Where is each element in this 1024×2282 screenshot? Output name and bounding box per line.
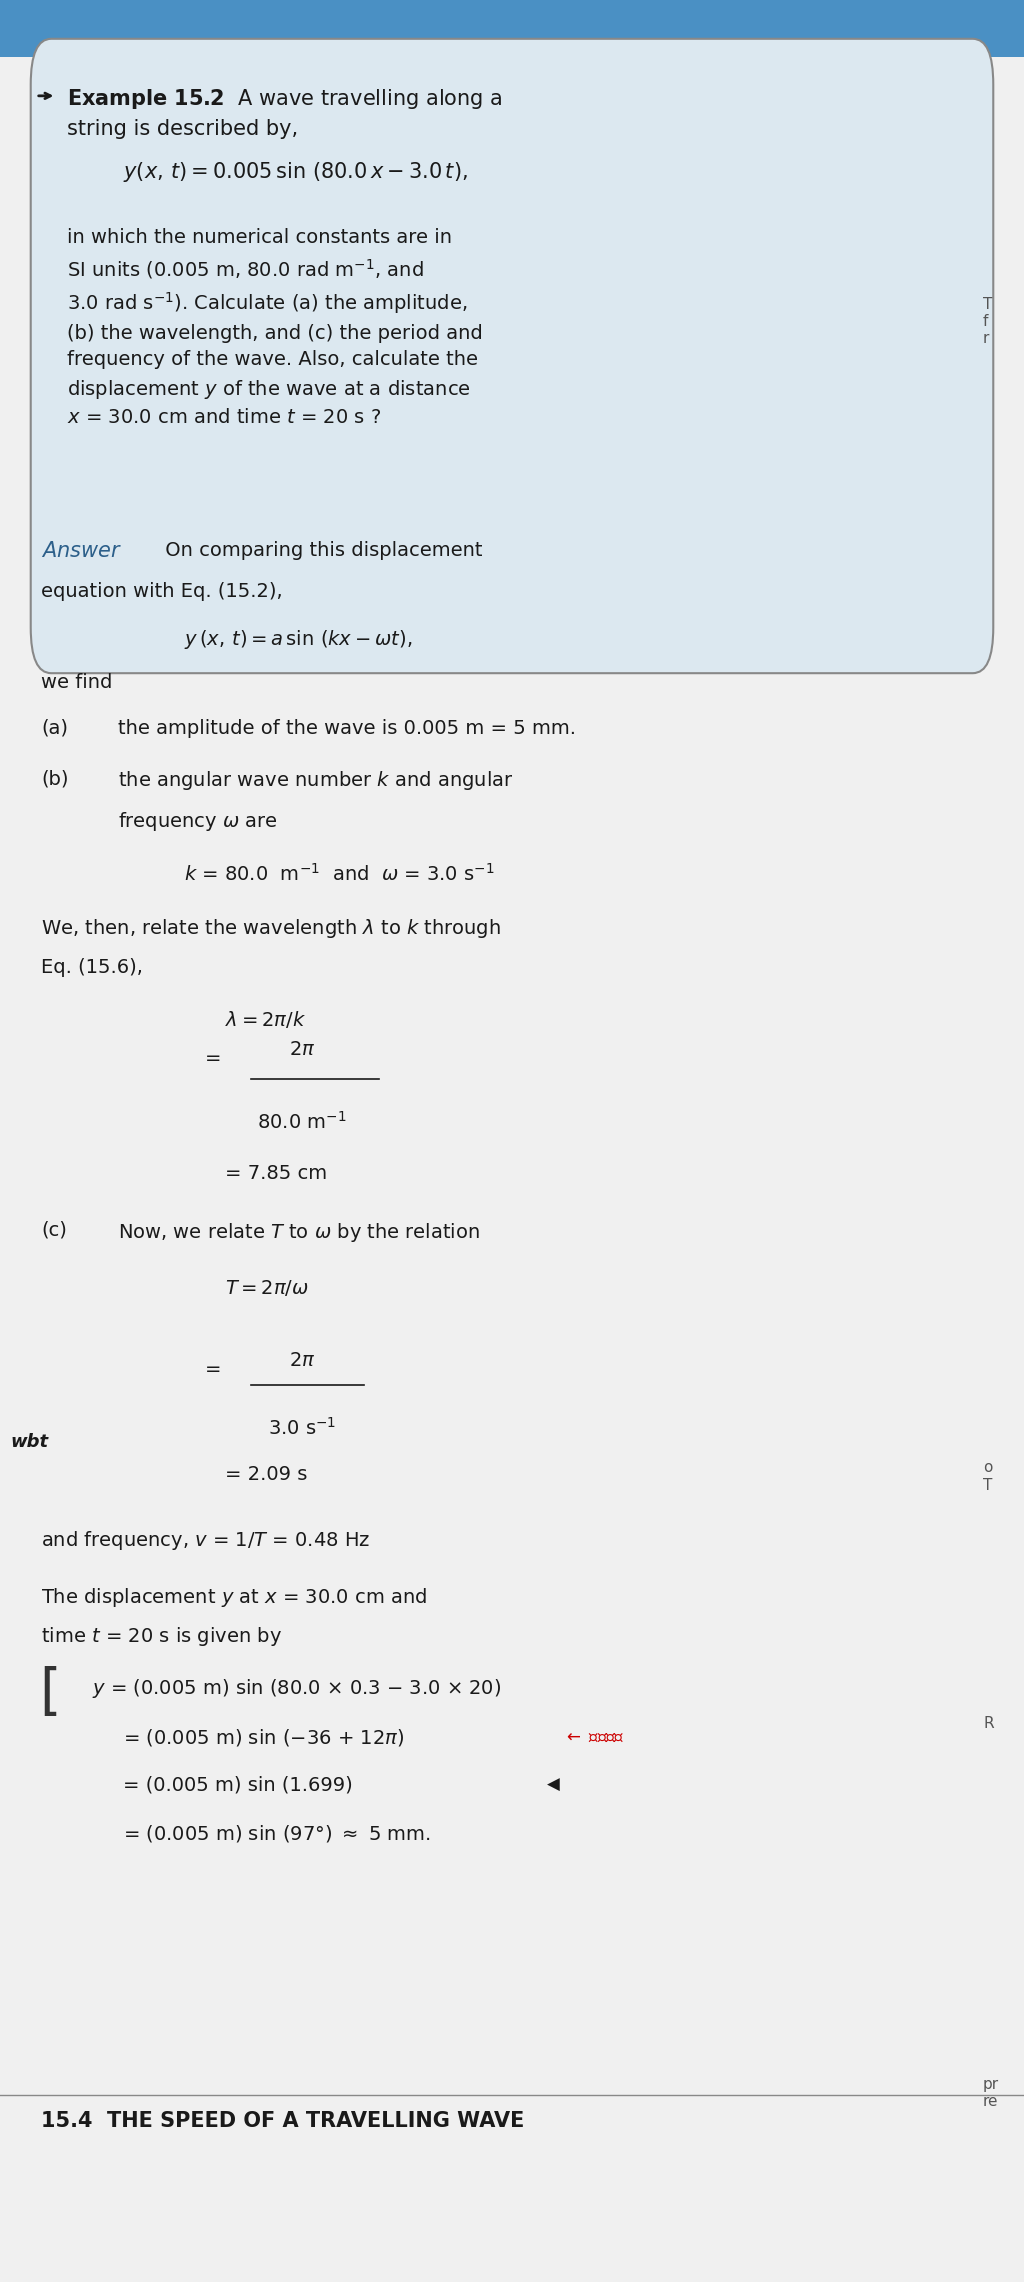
Text: T
f
r: T f r: [983, 297, 992, 347]
Text: [: [: [39, 1666, 60, 1721]
Text: = 7.85 cm: = 7.85 cm: [225, 1164, 328, 1182]
Text: $y$ = (0.005 m) sin (80.0 $\times$ 0.3 $-$ 3.0 $\times$ 20): $y$ = (0.005 m) sin (80.0 $\times$ 0.3 $…: [92, 1677, 502, 1700]
Text: $\blacktriangleleft$: $\blacktriangleleft$: [543, 1775, 561, 1794]
Text: (a): (a): [41, 719, 68, 737]
Text: $y(x,\, t) = 0.005\, \sin\, (80.0\, x - 3.0\, t),$: $y(x,\, t) = 0.005\, \sin\, (80.0\, x - …: [123, 160, 468, 185]
Text: 3.0 s$^{-1}$: 3.0 s$^{-1}$: [268, 1417, 336, 1440]
Text: the angular wave number $k$ and angular: the angular wave number $k$ and angular: [118, 769, 513, 792]
Text: in which the numerical constants are in
SI units (0.005 m, 80.0 rad m$^{-1}$, an: in which the numerical constants are in …: [67, 228, 482, 427]
Text: $\leftarrow$ आएगा: $\leftarrow$ आएगा: [563, 1727, 625, 1746]
Text: On comparing this displacement: On comparing this displacement: [159, 541, 482, 559]
Text: the amplitude of the wave is 0.005 m = 5 mm.: the amplitude of the wave is 0.005 m = 5…: [118, 719, 575, 737]
Text: $2\pi$: $2\pi$: [289, 1351, 315, 1369]
Text: we find: we find: [41, 673, 113, 691]
Text: $\lambda = 2\pi/k$: $\lambda = 2\pi/k$: [225, 1009, 306, 1029]
Text: =: =: [205, 1360, 221, 1378]
Text: $k$ = 80.0  m$^{-1}$  and  $\omega$ = 3.0 s$^{-1}$: $k$ = 80.0 m$^{-1}$ and $\omega$ = 3.0 s…: [184, 863, 495, 885]
Text: (c): (c): [41, 1221, 67, 1239]
Text: The displacement $y$ at $x$ = 30.0 cm and: The displacement $y$ at $x$ = 30.0 cm an…: [41, 1586, 427, 1609]
Text: frequency $\omega$ are: frequency $\omega$ are: [118, 810, 278, 833]
Text: 80.0 m$^{-1}$: 80.0 m$^{-1}$: [257, 1111, 347, 1134]
Text: equation with Eq. (15.2),: equation with Eq. (15.2),: [41, 582, 283, 600]
Text: pr
re: pr re: [983, 2077, 999, 2109]
Text: =: =: [205, 1050, 221, 1068]
FancyBboxPatch shape: [0, 0, 1024, 57]
Text: = 2.09 s: = 2.09 s: [225, 1465, 307, 1483]
Text: 15.4  THE SPEED OF A TRAVELLING WAVE: 15.4 THE SPEED OF A TRAVELLING WAVE: [41, 2111, 524, 2131]
Text: $y\,(x,\,t) = a\,\sin\,(kx - \omega t),$: $y\,(x,\,t) = a\,\sin\,(kx - \omega t),$: [184, 628, 413, 650]
Text: $\bf{\it{Answer}}$: $\bf{\it{Answer}}$: [41, 541, 122, 561]
Text: = (0.005 m) sin (97°) $\approx$ 5 mm.: = (0.005 m) sin (97°) $\approx$ 5 mm.: [123, 1823, 431, 1844]
Text: $2\pi$: $2\pi$: [289, 1041, 315, 1059]
Text: wbt: wbt: [10, 1433, 48, 1451]
Text: (b): (b): [41, 769, 69, 787]
Text: R: R: [983, 1716, 993, 1732]
Text: string is described by,: string is described by,: [67, 119, 298, 139]
Text: $T = 2\pi/\omega$: $T = 2\pi/\omega$: [225, 1278, 309, 1298]
Text: = (0.005 m) sin ($-$36 + 12$\pi$): = (0.005 m) sin ($-$36 + 12$\pi$): [123, 1727, 404, 1748]
Text: and frequency, $v$ = 1/$T$ = 0.48 Hz: and frequency, $v$ = 1/$T$ = 0.48 Hz: [41, 1529, 370, 1552]
Text: We, then, relate the wavelength $\lambda$ to $k$ through: We, then, relate the wavelength $\lambda…: [41, 917, 501, 940]
Text: Eq. (15.6),: Eq. (15.6),: [41, 958, 142, 977]
Text: $\bf{Example\ 15.2}$  A wave travelling along a: $\bf{Example\ 15.2}$ A wave travelling a…: [67, 87, 503, 112]
Text: time $t$ = 20 s is given by: time $t$ = 20 s is given by: [41, 1625, 282, 1648]
Text: Now, we relate $T$ to $\omega$ by the relation: Now, we relate $T$ to $\omega$ by the re…: [118, 1221, 479, 1244]
Text: o
T: o T: [983, 1460, 992, 1492]
FancyBboxPatch shape: [31, 39, 993, 673]
Text: = (0.005 m) sin (1.699): = (0.005 m) sin (1.699): [123, 1775, 352, 1794]
